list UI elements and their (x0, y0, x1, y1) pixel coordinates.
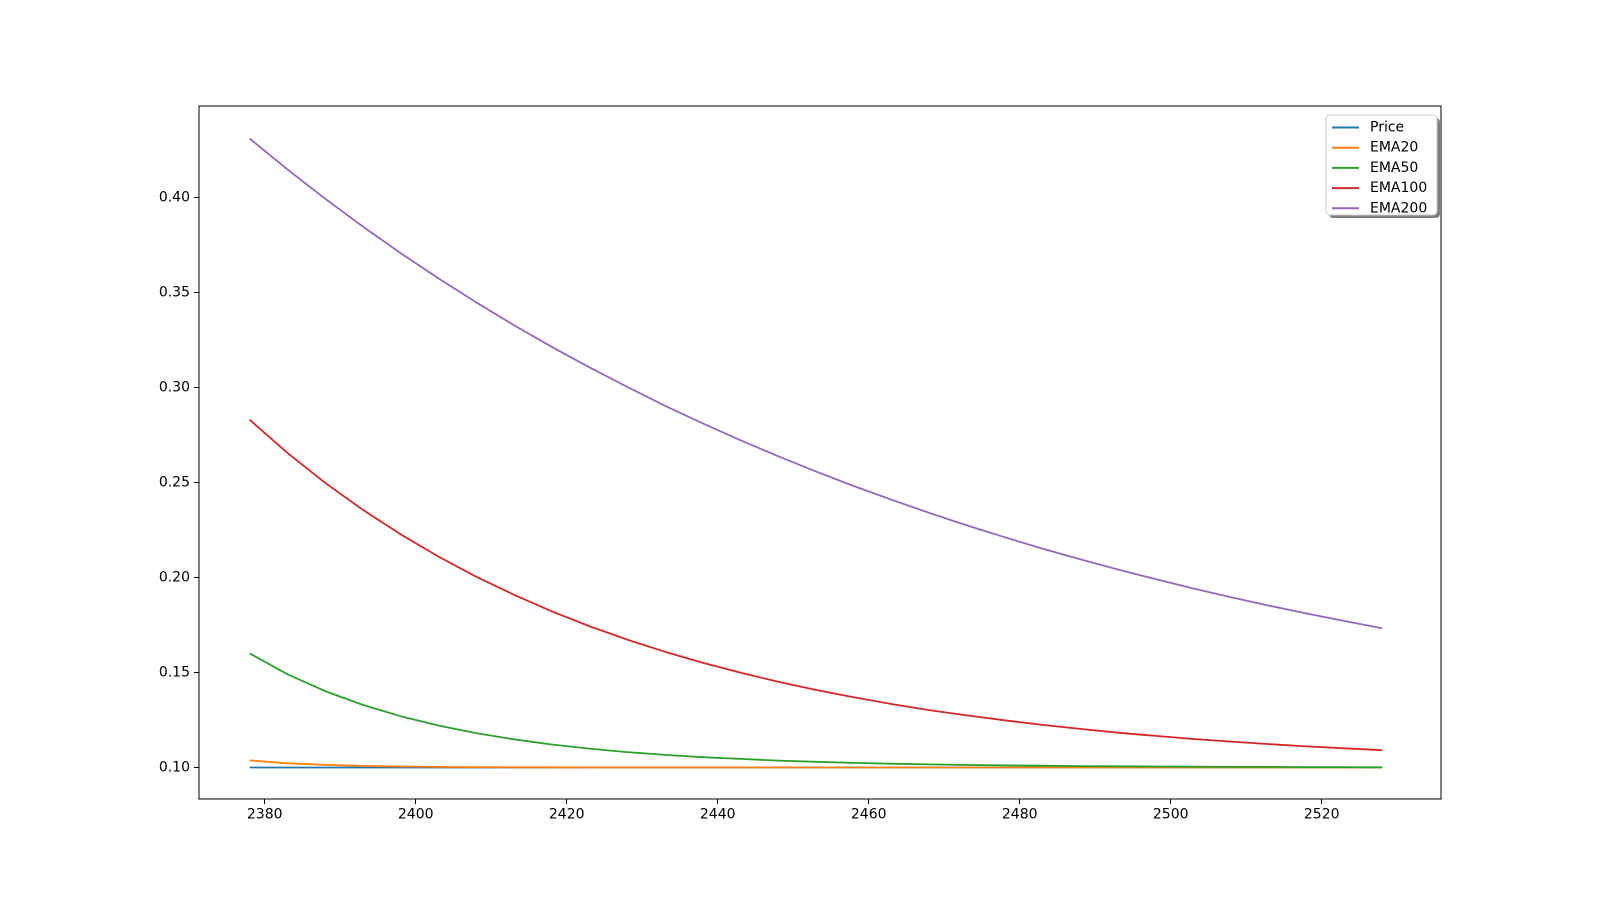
y-tick-label: 0.30 (159, 379, 190, 395)
legend-label-ema100: EMA100 (1370, 180, 1427, 196)
y-tick-label: 0.35 (159, 284, 190, 300)
x-tick-label: 2400 (398, 807, 434, 823)
y-tick-label: 0.20 (159, 569, 190, 585)
legend-label-ema200: EMA200 (1370, 200, 1427, 216)
series-line-ema50 (249, 652, 1383, 769)
series-line-ema100 (249, 419, 1383, 752)
x-tick-label: 2440 (700, 807, 736, 823)
x-tick-label: 2520 (1304, 807, 1340, 823)
y-tick-label: 0.40 (159, 189, 190, 205)
x-tick-label: 2380 (247, 807, 283, 823)
y-tick-label: 0.10 (159, 760, 190, 776)
legend-box (1325, 114, 1438, 216)
plot-area-frame (198, 105, 1442, 800)
x-tick-label: 2460 (851, 807, 887, 823)
x-tick-label: 2500 (1153, 807, 1189, 823)
x-tick-label: 2420 (549, 807, 585, 823)
legend-label-ema20: EMA20 (1370, 140, 1418, 156)
x-tick-label: 2480 (1002, 807, 1038, 823)
legend: Price EMA20 EMA50 EMA100 EMA200 (1325, 114, 1440, 218)
y-tick-label: 0.15 (159, 664, 190, 680)
axis-ticks: 2380 2400 2420 2440 2460 2480 2500 2520 0.10 0.15… (159, 189, 1340, 822)
y-tick-label: 0.25 (159, 474, 190, 490)
legend-label-ema50: EMA50 (1370, 160, 1418, 176)
series-line-ema200 (249, 137, 1383, 630)
legend-label-price: Price (1370, 120, 1404, 136)
plot-series (249, 137, 1383, 769)
